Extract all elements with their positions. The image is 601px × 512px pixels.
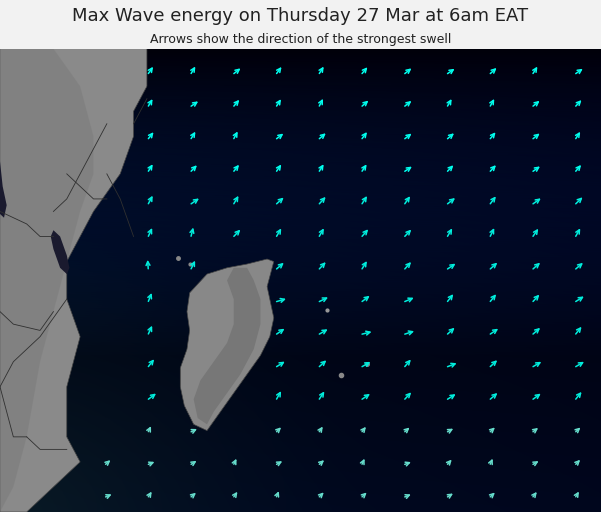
Text: Arrows show the direction of the strongest swell: Arrows show the direction of the stronge… bbox=[150, 33, 451, 47]
Polygon shape bbox=[180, 259, 274, 431]
Polygon shape bbox=[194, 268, 260, 424]
Text: Max Wave energy on Thursday 27 Mar at 6am EAT: Max Wave energy on Thursday 27 Mar at 6a… bbox=[73, 7, 528, 25]
Polygon shape bbox=[0, 49, 94, 512]
Polygon shape bbox=[0, 155, 7, 218]
Polygon shape bbox=[50, 230, 70, 274]
Polygon shape bbox=[0, 49, 147, 512]
